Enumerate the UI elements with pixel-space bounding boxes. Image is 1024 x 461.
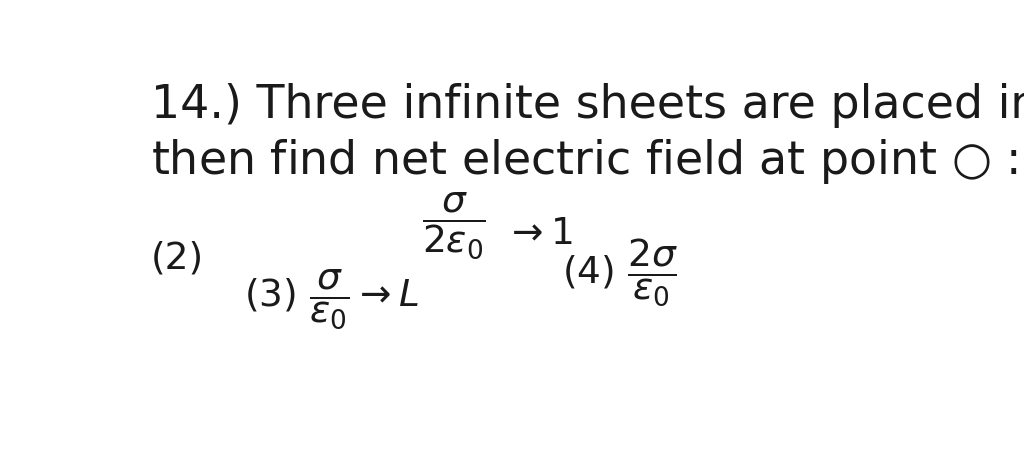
Text: (2): (2) [152,241,205,277]
Text: $\rightarrow 1$: $\rightarrow 1$ [504,216,572,252]
Text: $(3)\ \dfrac{\sigma}{\epsilon_0} \rightarrow L$: $(3)\ \dfrac{\sigma}{\epsilon_0} \righta… [245,268,419,331]
Text: $(4)\ \dfrac{2\sigma}{\epsilon_0}$: $(4)\ \dfrac{2\sigma}{\epsilon_0}$ [562,237,678,308]
Text: $\dfrac{\sigma}{2\epsilon_0}$: $\dfrac{\sigma}{2\epsilon_0}$ [423,191,486,261]
Text: then find net electric field at point $\bigcirc$ :- (1) Zero: then find net electric field at point $\… [152,137,1024,186]
Text: 14.) Three infinite sheets are placed in parallel: 14.) Three infinite sheets are placed in… [152,83,1024,128]
